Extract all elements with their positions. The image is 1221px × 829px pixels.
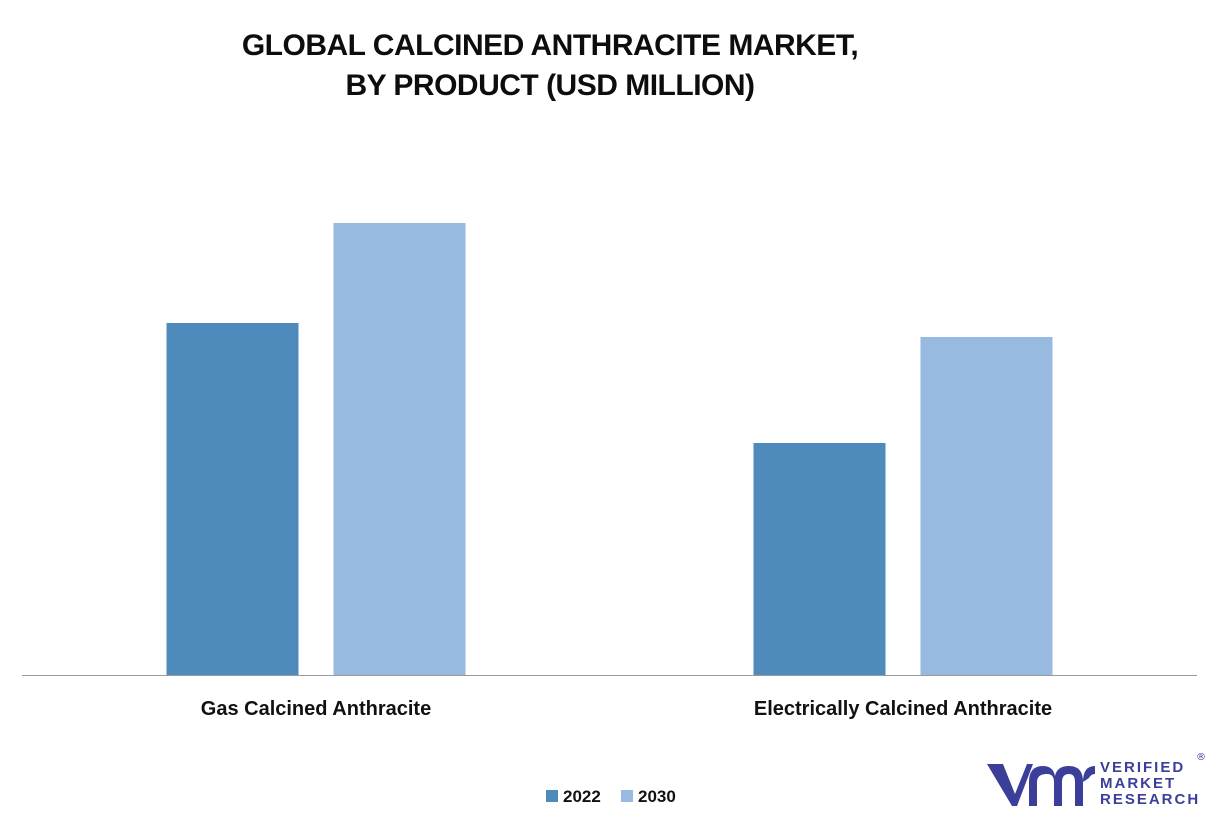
bar-2030-1 (333, 223, 466, 675)
logo-line-2: MARKET (1100, 775, 1177, 792)
verified-market-research-logo: VERIFIED MARKET RESEARCH ® (985, 752, 1210, 814)
chart-title-line-1: GLOBAL CALCINED ANTHRACITE MARKET, (241, 29, 859, 62)
legend: 2022 2030 (546, 787, 676, 806)
bars-group (166, 223, 1053, 675)
registered-mark: ® (1196, 752, 1206, 763)
category-labels: Gas Calcined Anthracite Electrically Calc… (201, 698, 1052, 720)
chart-title: GLOBAL CALCINED ANTHRACITE MARKET, BY PR… (150, 26, 950, 106)
legend-swatch-2022 (546, 790, 558, 802)
logo-wordmark: VERIFIED MARKET RESEARCH (1100, 760, 1200, 808)
category-label-2: Electrically Calcined Anthracite (754, 698, 1052, 720)
logo-line-1: VERIFIED (1100, 759, 1186, 776)
category-label-1: Gas Calcined Anthracite (201, 698, 431, 720)
legend-swatch-2030 (621, 790, 633, 802)
bar-2030-2 (920, 337, 1053, 675)
vmr-logo-icon (987, 764, 1095, 806)
chart-title-line-2: BY PRODUCT (USD MILLION) (345, 69, 755, 102)
logo-line-3: RESEARCH (1100, 791, 1201, 808)
bar-2022-2 (753, 443, 886, 675)
legend-label-2030: 2030 (638, 787, 676, 806)
legend-label-2022: 2022 (563, 787, 601, 806)
bar-2022-1 (166, 323, 299, 675)
